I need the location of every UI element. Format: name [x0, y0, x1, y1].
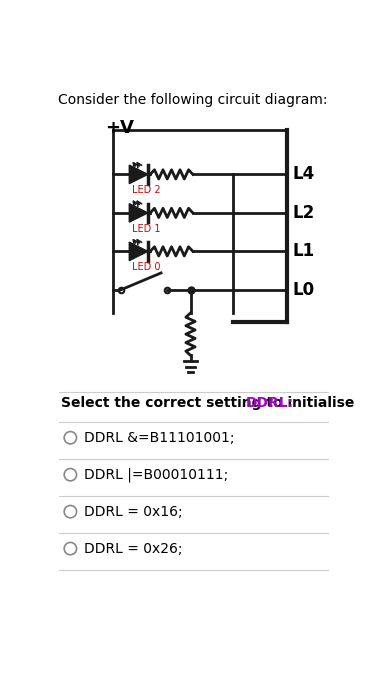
- Text: LED 0: LED 0: [132, 262, 161, 272]
- Text: Consider the following circuit diagram:: Consider the following circuit diagram:: [58, 93, 328, 106]
- Text: DDRL = 0x26;: DDRL = 0x26;: [84, 541, 182, 555]
- Polygon shape: [129, 242, 148, 260]
- Text: L1: L1: [292, 242, 314, 260]
- Polygon shape: [129, 165, 148, 184]
- Polygon shape: [129, 204, 148, 222]
- Text: L2: L2: [292, 204, 314, 222]
- Text: L0: L0: [292, 281, 314, 299]
- Text: Select the correct setting to initialise: Select the correct setting to initialise: [61, 396, 359, 410]
- Text: +V: +V: [105, 119, 134, 137]
- Text: LED 1: LED 1: [132, 223, 161, 234]
- Text: DDRL = 0x16;: DDRL = 0x16;: [84, 505, 182, 519]
- Text: DDRL |=B00010111;: DDRL |=B00010111;: [84, 468, 228, 482]
- Text: LED 2: LED 2: [132, 185, 161, 195]
- Text: DDRL:: DDRL:: [245, 396, 294, 410]
- Text: DDRL &=B11101001;: DDRL &=B11101001;: [84, 431, 234, 445]
- Text: L4: L4: [292, 166, 314, 183]
